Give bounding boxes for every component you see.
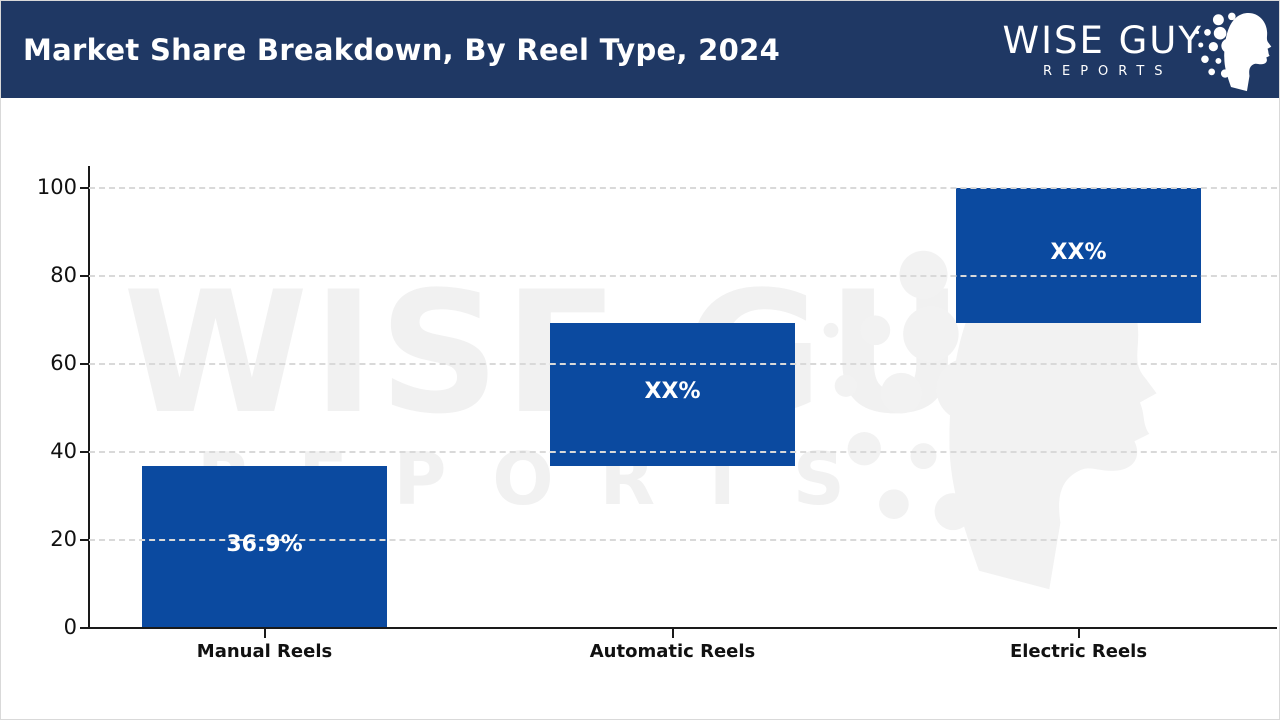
- x-axis-spine: [88, 627, 1277, 629]
- logo-wordmark: WISE GUY: [1002, 18, 1203, 62]
- bar-value-label: XX%: [644, 379, 701, 405]
- y-tick-mark: [80, 627, 89, 629]
- y-tick-label: 80: [50, 263, 77, 287]
- y-tick-label: 60: [50, 351, 77, 375]
- y-tick-mark: [80, 363, 89, 365]
- x-category-label: Automatic Reels: [589, 641, 756, 662]
- y-tick-label: 40: [50, 439, 77, 463]
- x-tick-mark: [263, 629, 266, 638]
- bar-value-label: XX%: [1050, 240, 1107, 266]
- brand-logo: WISE GUY REPORTS: [1003, 7, 1273, 93]
- y-tick-mark: [80, 275, 89, 277]
- gridline: [89, 363, 1277, 365]
- y-tick-mark: [80, 187, 89, 189]
- bar-electric-reels: [956, 188, 1201, 323]
- y-tick-label: 100: [36, 175, 77, 199]
- gridline: [89, 187, 1277, 189]
- bar-manual-reels: [142, 465, 387, 628]
- x-tick-mark: [1077, 629, 1080, 638]
- gridline: [89, 275, 1277, 277]
- x-category-label: Electric Reels: [1009, 641, 1148, 662]
- y-tick-label: 0: [63, 615, 77, 639]
- logo-wordmark-block: WISE GUY REPORTS: [1003, 22, 1203, 79]
- y-tick-label: 20: [50, 527, 77, 551]
- watermark-face-icon: [823, 243, 1157, 590]
- logo-subtext: REPORTS: [1042, 63, 1173, 79]
- y-axis-spine: [88, 166, 90, 628]
- bar-automatic-reels: [550, 322, 795, 466]
- bar-value-label: 36.9%: [226, 531, 303, 557]
- gridline: [89, 539, 1277, 541]
- bar-chart: 0 20 40 60 80 100 Manual Reels 36.9% Automatic R…: [1, 98, 1279, 719]
- y-tick-mark: [80, 451, 89, 453]
- x-tick-mark: [671, 629, 674, 638]
- header-bar: Market Share Breakdown, By Reel Type, 20…: [1, 1, 1279, 98]
- wiseguy-face-icon: [1195, 12, 1272, 92]
- gridline: [89, 451, 1277, 453]
- page-title: Market Share Breakdown, By Reel Type, 20…: [23, 32, 781, 67]
- x-category-label: Manual Reels: [196, 641, 333, 662]
- y-tick-mark: [80, 539, 89, 541]
